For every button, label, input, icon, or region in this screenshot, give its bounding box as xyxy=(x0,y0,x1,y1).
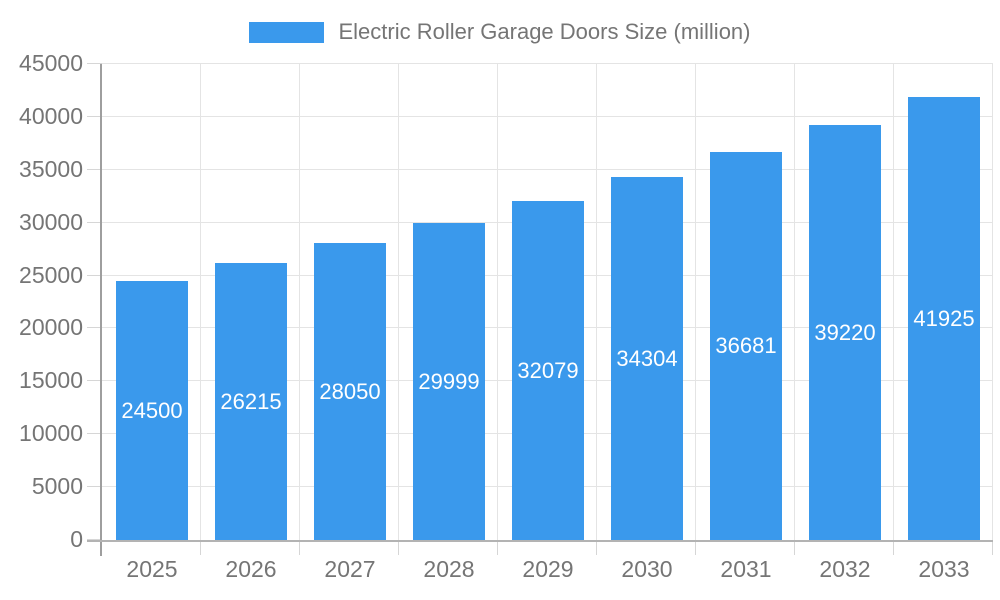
bar-value-label: 32079 xyxy=(517,357,579,383)
y-axis-tick xyxy=(87,116,102,117)
bar-value-label: 26215 xyxy=(220,388,282,414)
y-tick-label: 30000 xyxy=(19,209,83,235)
x-tick-label: 2026 xyxy=(225,556,277,582)
y-tick-label: 35000 xyxy=(19,156,83,182)
legend-label: Electric Roller Garage Doors Size (milli… xyxy=(338,19,751,44)
x-axis-tick xyxy=(200,540,201,555)
x-axis-tick xyxy=(893,540,894,555)
x-tick-label: 2033 xyxy=(918,556,970,582)
y-tick-label: 0 xyxy=(70,526,83,552)
bar-2032[interactable]: 39220 xyxy=(809,125,881,540)
x-tick-label: 2025 xyxy=(126,556,178,582)
x-tick-label: 2031 xyxy=(720,556,772,582)
bar-2027[interactable]: 28050 xyxy=(314,243,386,540)
x-tick-label: 2028 xyxy=(423,556,475,582)
gridline-vertical xyxy=(695,64,696,540)
bar-2031[interactable]: 36681 xyxy=(710,152,782,540)
bar-value-label: 24500 xyxy=(121,397,183,423)
gridline-vertical xyxy=(200,64,201,540)
gridline-vertical xyxy=(893,64,894,540)
gridline-horizontal xyxy=(102,63,993,64)
gridline-vertical xyxy=(596,64,597,540)
x-tick-label: 2032 xyxy=(819,556,871,582)
x-axis-tick xyxy=(992,540,993,555)
y-tick-label: 10000 xyxy=(19,420,83,446)
x-axis-line xyxy=(87,540,993,542)
x-tick-label: 2030 xyxy=(621,556,673,582)
bar-2033[interactable]: 41925 xyxy=(908,97,980,540)
x-tick-label: 2029 xyxy=(522,556,574,582)
gridline-vertical xyxy=(299,64,300,540)
gridline-vertical xyxy=(497,64,498,540)
y-axis-line xyxy=(100,64,102,556)
bar-value-label: 29999 xyxy=(418,368,480,394)
gridline-horizontal xyxy=(102,116,993,117)
y-axis-tick xyxy=(87,169,102,170)
bar-value-label: 34304 xyxy=(616,345,678,371)
y-axis-tick xyxy=(87,380,102,381)
y-axis-tick xyxy=(87,539,102,540)
gridline-vertical xyxy=(992,64,993,540)
y-tick-label: 15000 xyxy=(19,367,83,393)
x-tick-label: 2027 xyxy=(324,556,376,582)
y-tick-label: 25000 xyxy=(19,262,83,288)
gridline-horizontal xyxy=(102,169,993,170)
y-axis-tick xyxy=(87,486,102,487)
bar-value-label: 28050 xyxy=(319,378,381,404)
bar-2026[interactable]: 26215 xyxy=(215,263,287,540)
x-axis-tick xyxy=(695,540,696,555)
y-tick-label: 45000 xyxy=(19,50,83,76)
bar-2028[interactable]: 29999 xyxy=(413,223,485,540)
legend: Electric Roller Garage Doors Size (milli… xyxy=(0,21,1000,43)
bar-value-label: 36681 xyxy=(715,333,777,358)
x-axis-tick xyxy=(497,540,498,555)
gridline-vertical xyxy=(398,64,399,540)
y-axis-tick xyxy=(87,433,102,434)
legend-item[interactable]: Electric Roller Garage Doors Size (milli… xyxy=(249,19,751,44)
y-axis-tick xyxy=(87,275,102,276)
legend-swatch-icon xyxy=(249,21,325,43)
y-axis-tick xyxy=(87,327,102,328)
x-axis-tick xyxy=(299,540,300,555)
y-tick-label: 20000 xyxy=(19,314,83,340)
x-axis-tick xyxy=(596,540,597,555)
bar-2025[interactable]: 24500 xyxy=(116,281,188,540)
gridline-vertical xyxy=(794,64,795,540)
y-axis-tick xyxy=(87,222,102,223)
y-tick-label: 40000 xyxy=(19,103,83,129)
x-axis-tick xyxy=(794,540,795,555)
bar-value-label: 39220 xyxy=(814,319,876,345)
y-tick-label: 5000 xyxy=(31,473,83,499)
x-axis-tick xyxy=(398,540,399,555)
bar-2029[interactable]: 32079 xyxy=(512,201,584,540)
y-axis-tick xyxy=(87,63,102,64)
bar-value-label: 41925 xyxy=(913,305,975,331)
bar-2030[interactable]: 34304 xyxy=(611,177,683,540)
